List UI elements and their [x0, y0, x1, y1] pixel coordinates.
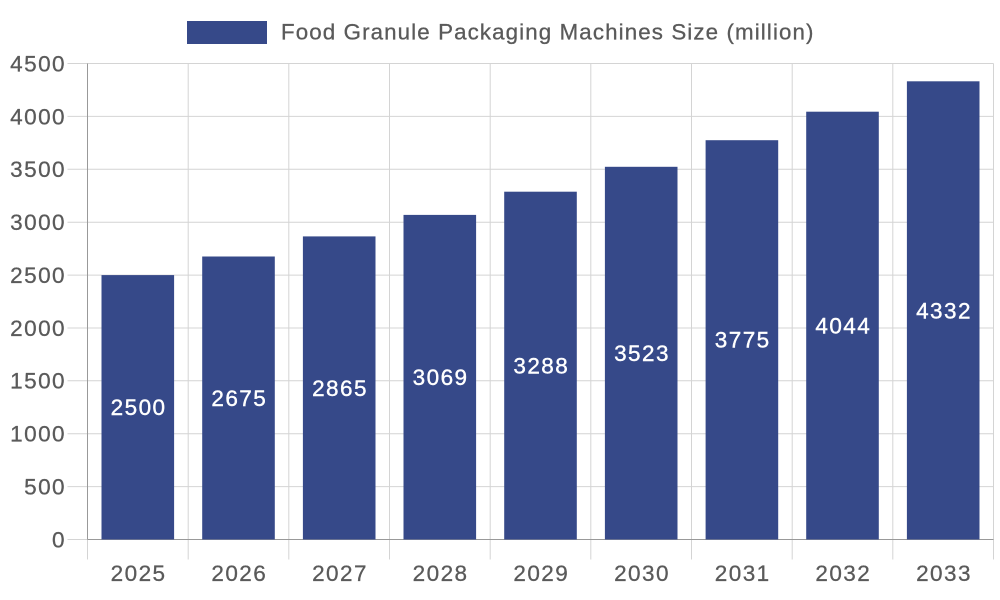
svg-text:2025: 2025: [111, 561, 167, 586]
svg-text:2000: 2000: [10, 316, 66, 341]
svg-text:4500: 4500: [10, 51, 66, 76]
svg-text:2500: 2500: [10, 263, 66, 288]
svg-text:2675: 2675: [211, 386, 267, 411]
svg-text:2028: 2028: [413, 561, 469, 586]
svg-text:2031: 2031: [715, 561, 771, 586]
svg-text:0: 0: [52, 527, 66, 552]
svg-text:2033: 2033: [916, 561, 972, 586]
svg-text:4332: 4332: [916, 298, 972, 323]
svg-text:3000: 3000: [10, 210, 66, 235]
svg-text:3288: 3288: [513, 354, 569, 379]
svg-text:2032: 2032: [815, 561, 871, 586]
svg-text:3775: 3775: [715, 328, 771, 353]
svg-text:3500: 3500: [10, 157, 66, 182]
svg-text:4000: 4000: [10, 104, 66, 129]
svg-text:2026: 2026: [211, 561, 267, 586]
svg-text:3523: 3523: [614, 341, 670, 366]
svg-text:2030: 2030: [614, 561, 670, 586]
svg-text:4044: 4044: [815, 314, 871, 339]
svg-text:2029: 2029: [513, 561, 569, 586]
svg-text:1000: 1000: [10, 422, 66, 447]
svg-text:500: 500: [24, 475, 66, 500]
svg-text:2500: 2500: [111, 395, 167, 420]
svg-text:2027: 2027: [312, 561, 368, 586]
svg-text:2865: 2865: [312, 376, 368, 401]
svg-text:3069: 3069: [413, 365, 469, 390]
svg-text:Food Granule Packaging Machine: Food Granule Packaging Machines Size (mi…: [281, 19, 815, 44]
svg-text:1500: 1500: [10, 369, 66, 394]
